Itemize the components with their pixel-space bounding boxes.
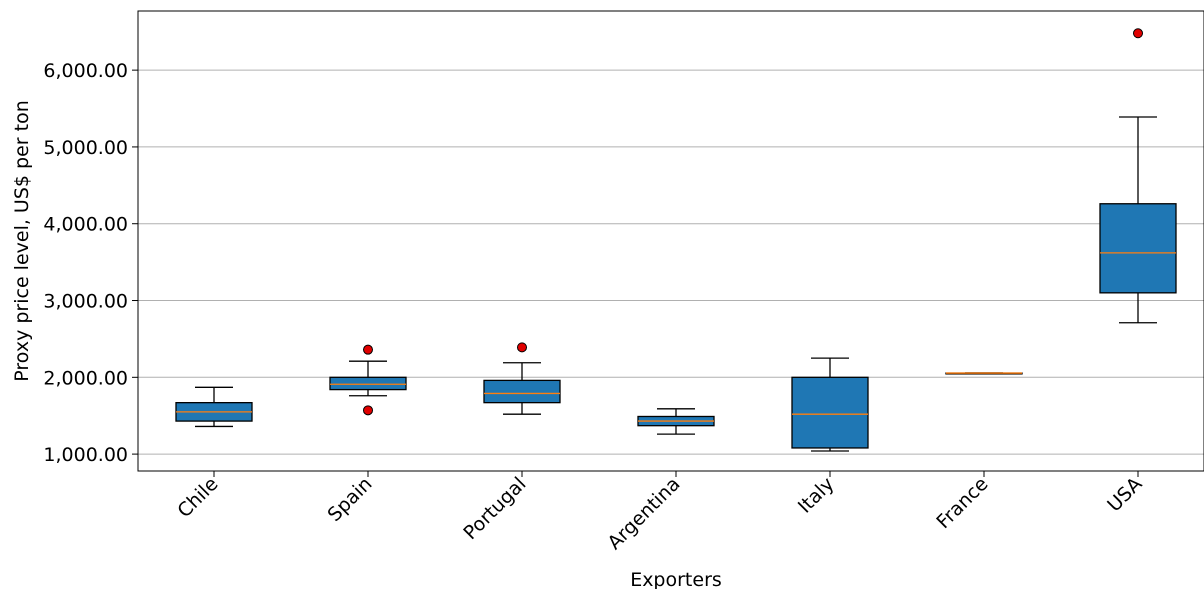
box-group bbox=[329, 344, 407, 416]
outlier-point bbox=[517, 342, 527, 353]
y-tick-label: 6,000.00 bbox=[43, 60, 128, 82]
iqr-box bbox=[329, 376, 407, 391]
axis-ticks: 1,000.00 2,000.00 3,000.00 4,000.00 5,000.00… bbox=[43, 60, 1146, 554]
x-tick-label: Argentina bbox=[603, 473, 684, 554]
y-tick-label: 1,000.00 bbox=[43, 444, 128, 466]
outlier-point bbox=[363, 405, 373, 416]
iqr-box bbox=[1099, 203, 1177, 294]
box-group bbox=[637, 408, 715, 435]
box-group bbox=[175, 386, 253, 428]
y-axis-label: Proxy price level, US$ per ton bbox=[11, 100, 33, 381]
iqr-box bbox=[791, 376, 869, 449]
x-tick-label: USA bbox=[1103, 473, 1146, 516]
x-axis-label: Exporters bbox=[630, 569, 722, 589]
plot-frame bbox=[137, 10, 1204, 472]
y-tick-label: 4,000.00 bbox=[43, 214, 128, 236]
box-group bbox=[791, 357, 869, 452]
outlier-point bbox=[1133, 28, 1143, 39]
y-tick-label: 2,000.00 bbox=[43, 367, 128, 389]
x-tick-label: France bbox=[932, 473, 992, 533]
outlier-point bbox=[363, 344, 373, 355]
box-group bbox=[945, 372, 1023, 375]
box-group bbox=[483, 342, 561, 415]
x-tick-label: Spain bbox=[323, 473, 376, 526]
boxes bbox=[175, 28, 1177, 452]
y-tick-label: 3,000.00 bbox=[43, 291, 128, 313]
box-group bbox=[1099, 28, 1177, 324]
x-tick-label: Italy bbox=[794, 473, 839, 518]
iqr-box bbox=[483, 379, 561, 404]
gridlines bbox=[138, 69, 1204, 455]
y-tick-label: 5,000.00 bbox=[43, 137, 128, 159]
x-tick-label: Chile bbox=[173, 473, 222, 522]
x-tick-label: Portugal bbox=[459, 473, 530, 544]
